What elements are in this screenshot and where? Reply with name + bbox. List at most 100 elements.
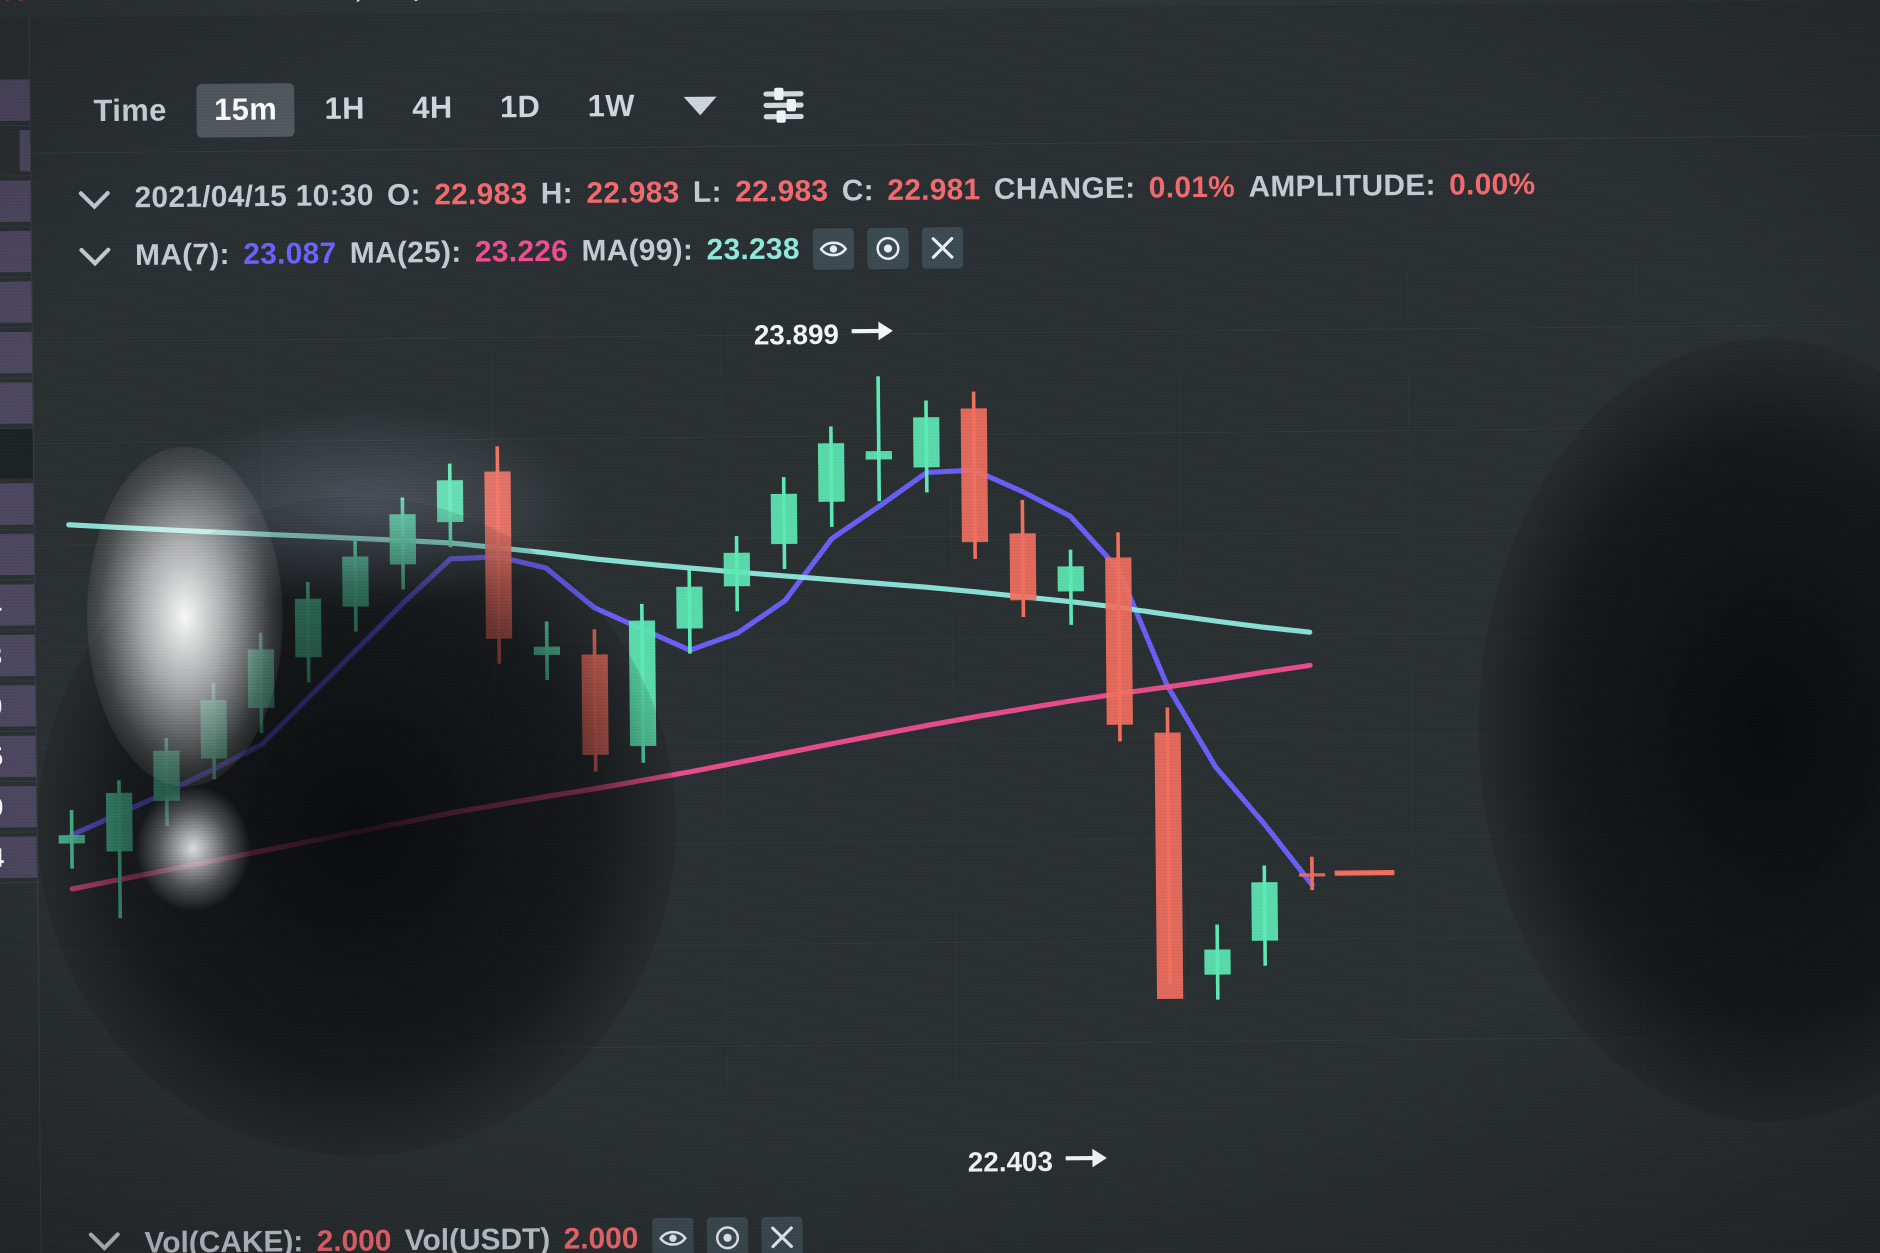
volume-quote-value: 2.000 bbox=[563, 1221, 639, 1253]
ma-collapse-chevron-icon[interactable] bbox=[78, 243, 113, 268]
orderbook-row[interactable]: 5.330 bbox=[0, 176, 32, 228]
volume-quote-label: Vol(USDT) bbox=[405, 1222, 551, 1253]
volume-base-label: Vol(CAKE): bbox=[144, 1224, 304, 1253]
candlestick bbox=[295, 581, 323, 683]
ohlc-amplitude-value: 0.00% bbox=[1449, 168, 1536, 202]
interval-1w[interactable]: 1W bbox=[587, 88, 636, 124]
candlestick bbox=[723, 536, 751, 612]
ohlc-low-label: L: bbox=[693, 175, 723, 210]
interval-1h[interactable]: 1H bbox=[324, 91, 366, 126]
ohlc-amplitude-label: AMPLITUDE: bbox=[1248, 168, 1437, 204]
ma25-value: 23.226 bbox=[475, 234, 569, 269]
time-label: Time bbox=[93, 93, 168, 128]
volume-collapse-chevron-icon[interactable] bbox=[87, 1227, 122, 1253]
orderbook-row[interactable]: 2.609 bbox=[0, 125, 31, 178]
candlestick bbox=[153, 737, 181, 826]
orderbook-row[interactable]: 5.481 bbox=[0, 428, 34, 481]
candlestick-plot bbox=[32, 262, 1875, 1094]
interval-4h[interactable]: 4H bbox=[412, 90, 454, 125]
candlestick bbox=[106, 780, 134, 919]
orderbook-row[interactable]: 0.954 bbox=[0, 832, 38, 884]
candlestick bbox=[1251, 865, 1279, 966]
candlestick bbox=[484, 446, 513, 664]
orderbook-row[interactable]: 3.344 bbox=[0, 580, 36, 632]
candlestick bbox=[818, 426, 846, 527]
candlestick bbox=[581, 629, 610, 772]
orderbook-row[interactable]: 3.759 bbox=[0, 378, 34, 430]
ohlc-high-label: H: bbox=[541, 177, 574, 211]
orderbook-row[interactable]: 5.095 bbox=[0, 731, 37, 783]
ohlc-close-label: C: bbox=[842, 174, 875, 208]
ma7-value: 23.087 bbox=[243, 236, 338, 271]
candlestick bbox=[59, 809, 86, 869]
target-icon[interactable] bbox=[706, 1217, 749, 1253]
ma99-value: 23.238 bbox=[706, 232, 801, 267]
low-price-value: 22.403 bbox=[968, 1146, 1054, 1178]
ma7-label: MA(7): bbox=[135, 237, 231, 272]
ohlc-datetime: 2021/04/15 10:30 bbox=[134, 179, 375, 215]
candlestick bbox=[1009, 499, 1037, 617]
low-price-annotation: 22.403 bbox=[968, 1146, 1107, 1179]
interval-15m[interactable]: 15m bbox=[196, 82, 296, 138]
target-icon[interactable] bbox=[867, 227, 910, 270]
chevron-down-icon[interactable] bbox=[679, 92, 720, 119]
ma-info-row[interactable]: MA(7): 23.087 MA(25): 23.226 MA(99): 23.… bbox=[78, 227, 978, 277]
orderbook-row[interactable]: 2.948 bbox=[0, 630, 36, 682]
orderbook-row-total: 5.481 bbox=[0, 438, 1, 470]
interval-toolbar[interactable]: Time 15m 1H 4H 1D 1W bbox=[30, 52, 1880, 154]
ticker-24h-volume-quote: 132,247,003.78 bbox=[611, 0, 819, 2]
orderbook-row[interactable]: 0.851 bbox=[0, 479, 35, 531]
candlestick bbox=[437, 463, 464, 548]
ohlc-open-value: 22.983 bbox=[434, 177, 529, 212]
candlestick bbox=[342, 539, 370, 632]
candlestick bbox=[1105, 532, 1134, 742]
candlestick bbox=[629, 603, 657, 763]
ohlc-close-value: 22.981 bbox=[887, 173, 982, 208]
volume-base-value: 2.000 bbox=[316, 1224, 392, 1253]
candlestick bbox=[1154, 707, 1184, 999]
chart-panel: Time 15m 1H 4H 1D 1W bbox=[30, 0, 1880, 1253]
candlestick bbox=[1057, 549, 1085, 625]
candlestick bbox=[389, 497, 417, 590]
orderbook-row[interactable]: 7.189 bbox=[0, 529, 35, 582]
ticker-24h-high: 24.697 bbox=[65, 0, 157, 7]
candlestick bbox=[676, 569, 704, 654]
ohlc-low-value: 22.983 bbox=[735, 174, 829, 209]
high-arrow-icon bbox=[849, 318, 893, 350]
candlestick bbox=[1204, 924, 1232, 1000]
orderbook-total-header: Total bbox=[0, 18, 30, 66]
eye-icon[interactable] bbox=[652, 1217, 694, 1253]
ohlc-change-value: 0.01% bbox=[1149, 170, 1236, 205]
orderbook-row[interactable]: 3.788 bbox=[0, 327, 33, 380]
ohlc-open-label: O: bbox=[387, 178, 422, 213]
orderbook-row[interactable]: .471 bbox=[0, 75, 31, 127]
orderbook-row[interactable]: 1.100 bbox=[0, 680, 37, 733]
candlestick bbox=[771, 477, 798, 570]
candlestick bbox=[961, 391, 989, 559]
ohlc-change-label: CHANGE: bbox=[994, 171, 1137, 207]
ohlc-info-row[interactable]: 2021/04/15 10:30 O: 22.983 H: 22.983 L: … bbox=[77, 168, 1549, 216]
ticker-24h-low: 22.179 bbox=[201, 0, 293, 6]
candlestick bbox=[866, 376, 893, 502]
ticker-change-percent: ) -5.97% bbox=[0, 0, 28, 8]
candlestick bbox=[248, 632, 275, 733]
eye-icon[interactable] bbox=[813, 228, 855, 270]
ma25-label: MA(25): bbox=[350, 235, 463, 270]
orderbook-row[interactable]: 2.769 bbox=[0, 226, 32, 279]
ma99-label: MA(99): bbox=[581, 233, 694, 268]
orderbook-row[interactable]: 3.740 bbox=[0, 781, 37, 834]
ohlc-collapse-chevron-icon[interactable] bbox=[77, 186, 112, 211]
ohlc-high-value: 22.983 bbox=[586, 176, 681, 211]
high-price-annotation: 23.899 bbox=[754, 318, 893, 351]
high-price-value: 23.899 bbox=[754, 318, 840, 351]
candlestick bbox=[534, 621, 561, 681]
close-icon[interactable] bbox=[922, 227, 965, 269]
orderbook-row[interactable]: 3.179 bbox=[0, 277, 33, 329]
low-arrow-icon bbox=[1063, 1146, 1107, 1178]
close-icon[interactable] bbox=[761, 1216, 803, 1253]
sliders-icon[interactable] bbox=[762, 84, 806, 126]
interval-1d[interactable]: 1D bbox=[500, 89, 541, 124]
volume-info-row[interactable]: Vol(CAKE): 2.000 Vol(USDT) 2.000 bbox=[87, 1216, 816, 1253]
ticker-24h-volume-base: 5,704,387.78 bbox=[338, 0, 513, 4]
